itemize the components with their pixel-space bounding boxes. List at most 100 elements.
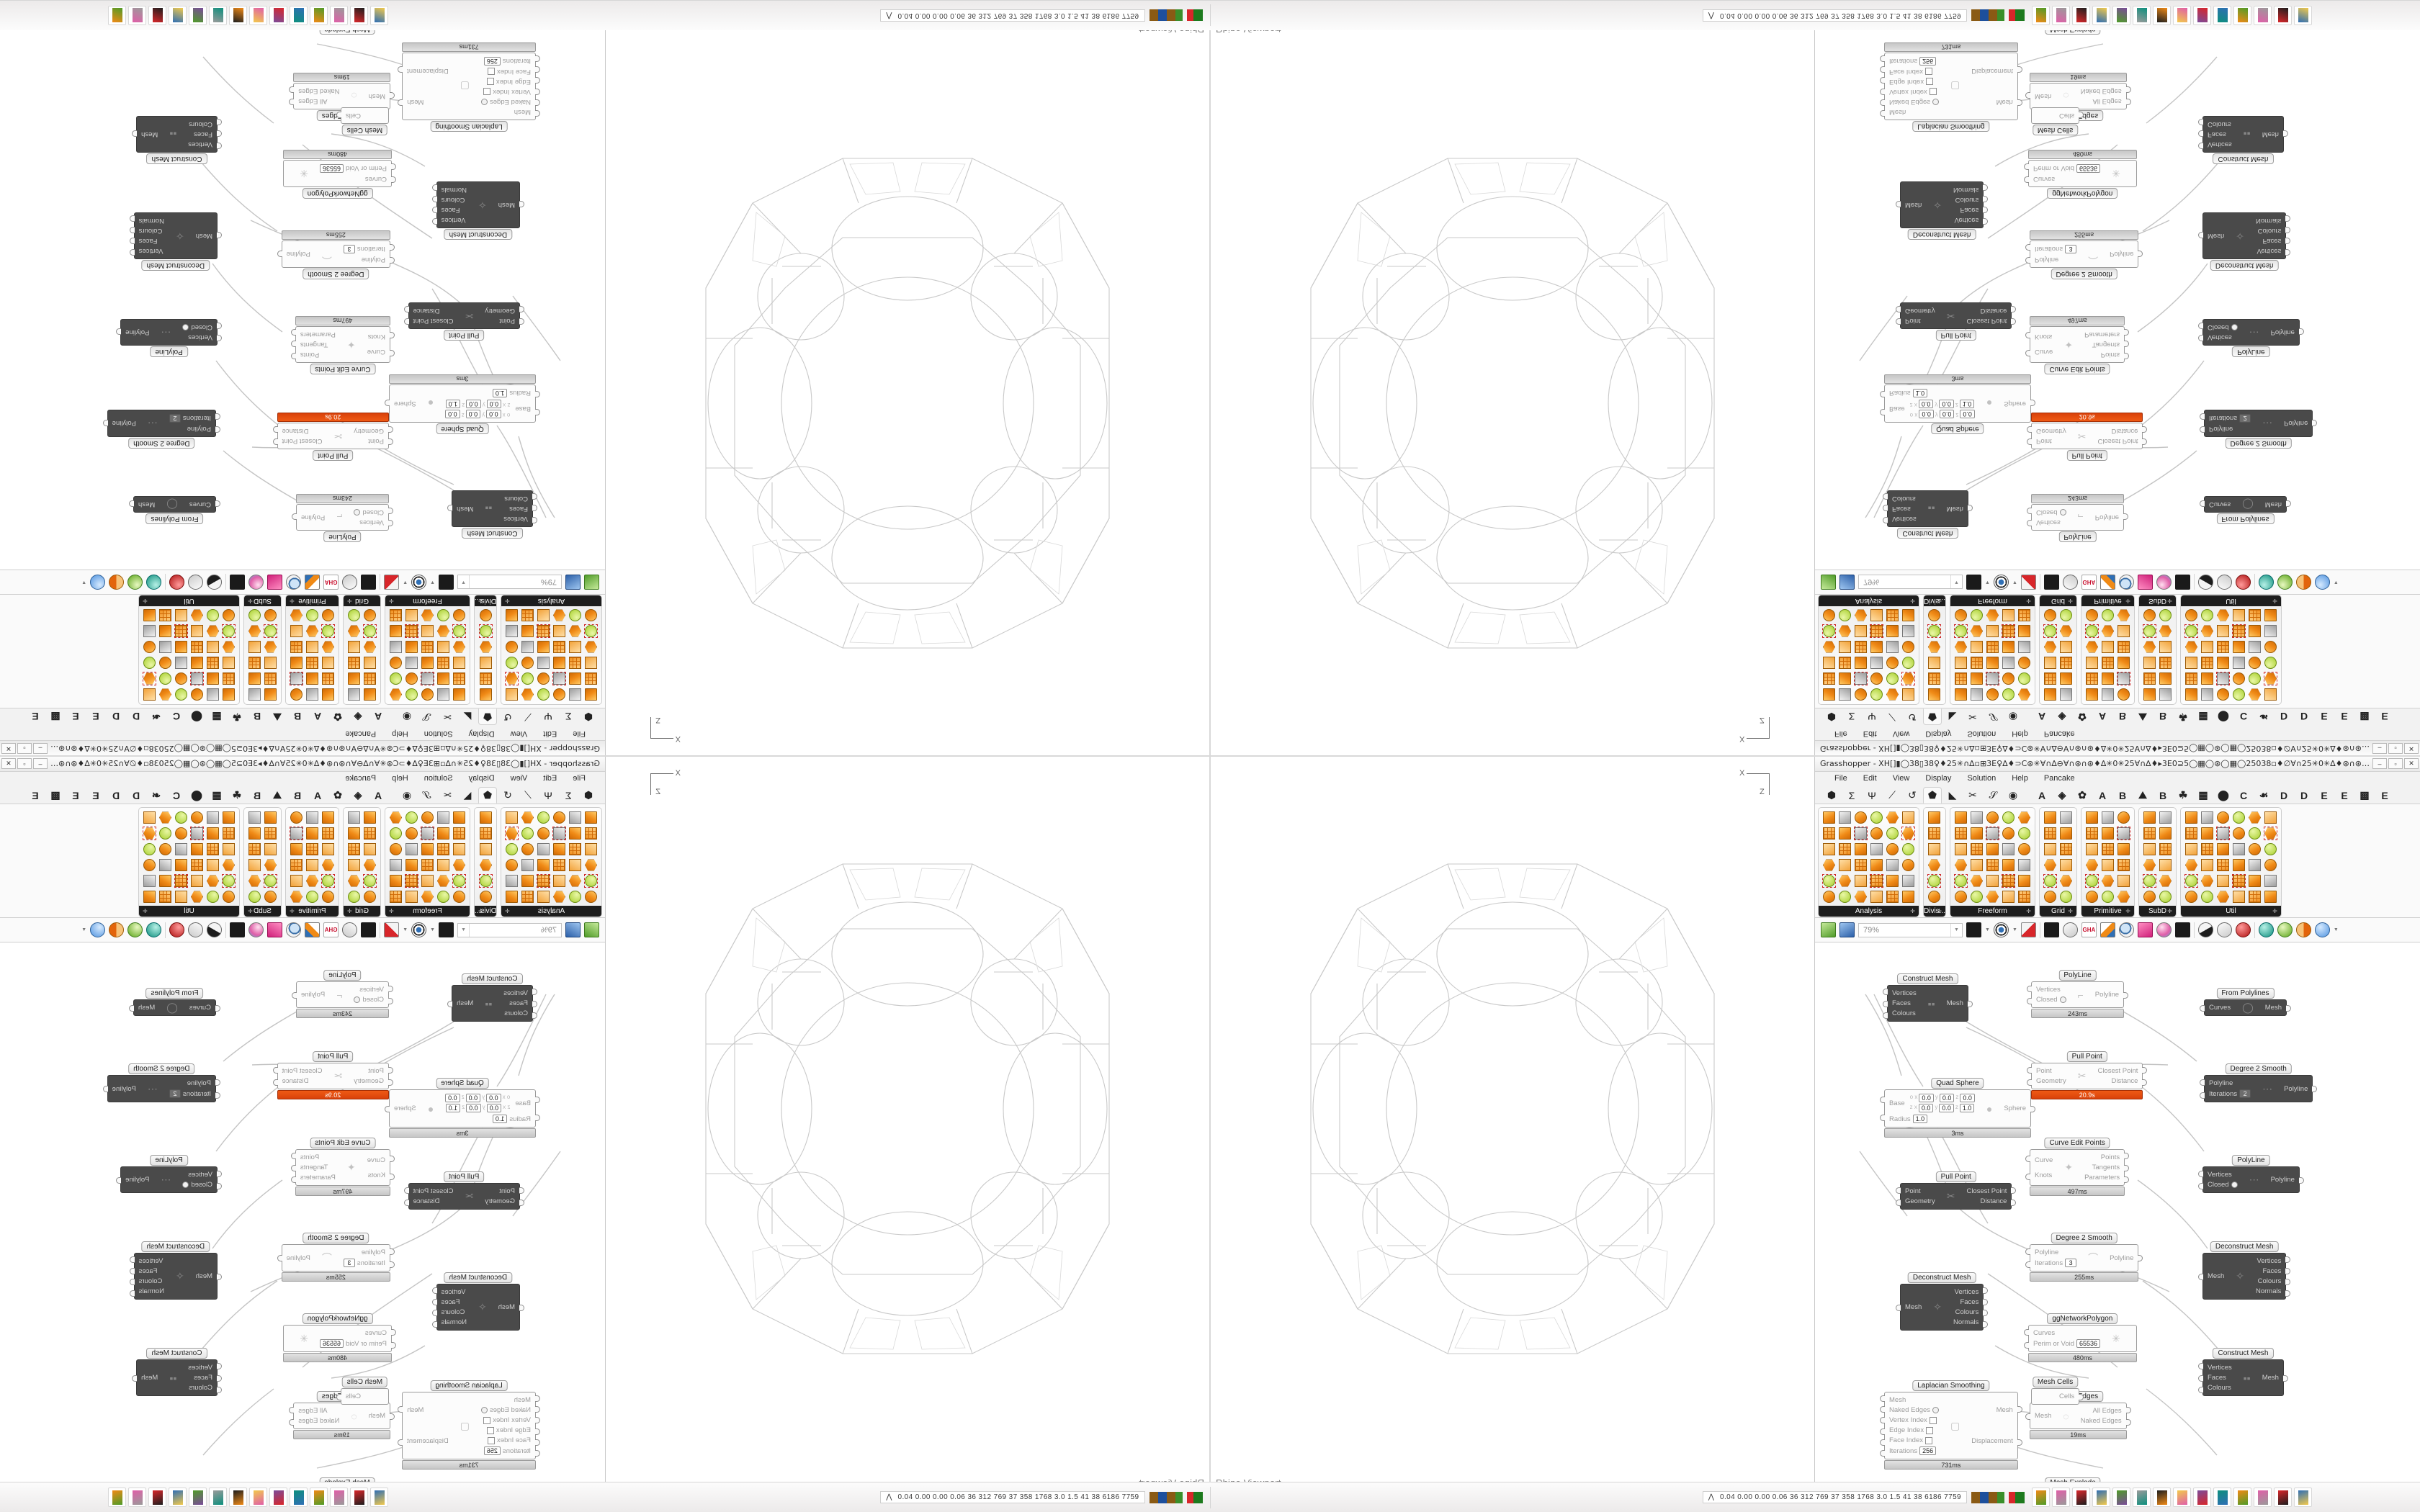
definition-canvas[interactable]: Construct Mesh Vertices Faces Colours ▪▪ Mesh…: [0, 17, 605, 570]
output-param[interactable]: Mesh: [2264, 500, 2282, 508]
tab-surface[interactable]: ⬟: [478, 787, 497, 804]
component-icon[interactable]: [552, 858, 567, 873]
component-title[interactable]: Quad Sphere: [436, 1078, 489, 1089]
port[interactable]: [1983, 1298, 1989, 1305]
gh-component-quad-sphere[interactable]: Quad Sphere Base o x 0.0 y 0.0 z 0.0 z x 0.0 y 0.0 z…: [385, 1076, 540, 1138]
component-title[interactable]: Construct Mesh: [1897, 528, 1958, 539]
component-body[interactable]: Mesh Naked Edges Vertex Index Edge Index Fac…: [1880, 1392, 2022, 1459]
component-icon[interactable]: [205, 842, 220, 857]
output-param[interactable]: Polyline: [112, 419, 136, 428]
tab-extra-a[interactable]: A: [2038, 789, 2046, 801]
shade-ghost-icon[interactable]: [188, 922, 204, 937]
tab-sets[interactable]: Ψ: [1868, 711, 1876, 723]
taskbar-app-icon[interactable]: [2072, 6, 2090, 25]
output-param[interactable]: Mesh: [2262, 1374, 2279, 1382]
output-ports[interactable]: [1967, 986, 1973, 1021]
port[interactable]: [2198, 1170, 2203, 1177]
pin-icon[interactable]: ✛: [2125, 908, 2130, 914]
component-icon[interactable]: [1869, 639, 1884, 654]
port[interactable]: [1983, 218, 1989, 225]
component-icon[interactable]: [504, 873, 519, 888]
port[interactable]: [388, 438, 393, 446]
output-param[interactable]: Polyline: [286, 1254, 310, 1262]
gh-component-degree-2-smooth-1[interactable]: Degree 2 Smooth Polyline Iterations 3 ⌒ Polyl…: [277, 1230, 395, 1282]
tab-extra-d[interactable]: D: [2280, 789, 2288, 801]
component-icon[interactable]: [221, 639, 236, 654]
tab-extra-a3[interactable]: ✿: [333, 789, 342, 801]
input-param[interactable]: Point: [2036, 1067, 2066, 1075]
component-icon[interactable]: [520, 624, 535, 639]
component-icon[interactable]: [2017, 826, 2032, 841]
maximize-button[interactable]: ▫: [17, 743, 32, 754]
gh-component-gg-network-polygon[interactable]: ggNetworkPolygon Curves Perim or Void 65536…: [283, 1311, 396, 1362]
component-icon[interactable]: [1927, 858, 1942, 873]
component-icon[interactable]: [1853, 858, 1868, 873]
component-body[interactable]: Vertices Closed ⋯ Polyline: [2198, 1166, 2304, 1193]
component-icon[interactable]: [420, 810, 435, 825]
component-icon[interactable]: [583, 826, 599, 841]
component-icon[interactable]: [2263, 624, 2278, 639]
port[interactable]: [2027, 520, 2032, 527]
taskbar-app-icon[interactable]: [310, 6, 328, 25]
input-param[interactable]: Faces: [2208, 1374, 2232, 1382]
port[interactable]: [390, 349, 395, 356]
component-icon[interactable]: [1953, 671, 1968, 686]
component-body[interactable]: Curves Perim or Void 65536 ✳: [283, 1325, 396, 1352]
component-icon[interactable]: [1853, 842, 1868, 857]
component-icon[interactable]: [305, 858, 320, 873]
gh-component-deconstruct-mesh-1[interactable]: Deconstruct Mesh Mesh ✧ Vertices Faces Colour…: [431, 1270, 524, 1331]
port[interactable]: [2138, 251, 2143, 257]
input-param[interactable]: Faces: [1892, 505, 1917, 513]
menu-pancake[interactable]: Pancake: [2043, 774, 2075, 783]
boolean-toggle[interactable]: [182, 324, 189, 330]
zaxis-z-field[interactable]: 1.0: [1959, 400, 1975, 408]
port[interactable]: [2124, 1176, 2130, 1183]
tab-extra-c[interactable]: ⬤: [191, 711, 202, 723]
threads-icon[interactable]: [2174, 922, 2190, 937]
port[interactable]: [2017, 99, 2022, 106]
gh-component-deconstruct-mesh-1[interactable]: Deconstruct Mesh Mesh ✧ Vertices Faces Colour…: [431, 181, 524, 242]
gh-component-construct-mesh-2[interactable]: Construct Mesh Vertices Faces Colours ▪▪ Mesh: [132, 116, 222, 166]
input-ports[interactable]: [2025, 84, 2030, 109]
gh-component-degree-2-smooth-2[interactable]: Degree 2 Smooth Polyline Iterations 2 ⋯ Polyl…: [2200, 410, 2318, 451]
output-param[interactable]: Points: [300, 351, 320, 359]
output-ports[interactable]: [290, 1150, 296, 1185]
origin-z-field[interactable]: 0.0: [1960, 410, 1975, 418]
boolean-toggle[interactable]: [480, 1407, 488, 1413]
close-button[interactable]: ✕: [2404, 743, 2419, 754]
component-icon[interactable]: [1885, 889, 1900, 904]
input-ports[interactable]: [2200, 497, 2205, 512]
output-param[interactable]: Polyline: [2270, 328, 2295, 336]
component-icon[interactable]: [362, 655, 377, 670]
color-green-icon[interactable]: [2277, 922, 2293, 937]
input-param[interactable]: Perim or Void 65536: [319, 164, 387, 173]
component-icon[interactable]: [2100, 608, 2115, 623]
iterations-field[interactable]: 3: [2065, 1259, 2077, 1267]
ribbon-group-freeform[interactable]: Freeform ✛: [1950, 595, 2035, 705]
component-icon[interactable]: [536, 639, 551, 654]
component-icon[interactable]: [388, 608, 403, 623]
component-icon[interactable]: [2001, 810, 2016, 825]
output-param[interactable]: Cells: [345, 1392, 361, 1400]
gh-component-polyline-1[interactable]: PolyLine Vertices Closed ⌐ Polyline 243ms: [2027, 968, 2129, 1018]
input-param[interactable]: Mesh: [498, 1303, 515, 1311]
port[interactable]: [535, 77, 540, 84]
component-icon[interactable]: [2058, 873, 2074, 888]
tab-extra-d2[interactable]: D: [2300, 711, 2308, 723]
port[interactable]: [217, 1273, 222, 1280]
component-icon[interactable]: [174, 608, 189, 623]
port[interactable]: [1983, 1287, 1989, 1294]
ribbon-group-label[interactable]: Util ✛: [139, 906, 239, 917]
input-param[interactable]: Base o x 0.0 y 0.0 z 0.0 z x 0.0 y 0.0 z 1.0: [445, 400, 531, 418]
component-tab-strip[interactable]: ⬢ Σ Ψ ⟋ ↺ ⬟ ◣ ✂ 𝒮 ◉ A ◈ ✿ A B ⛰ B ☘ ▦ ⬤ C ☙ D D E E ▩ E: [0, 708, 605, 727]
output-param[interactable]: Faces: [441, 206, 460, 214]
component-icon[interactable]: [388, 826, 403, 841]
input-param[interactable]: Polyline: [344, 1248, 385, 1256]
output-ports[interactable]: [2285, 213, 2291, 258]
component-icon[interactable]: [388, 810, 403, 825]
port[interactable]: [129, 1290, 135, 1297]
component-icon[interactable]: [1953, 639, 1968, 654]
component-icon[interactable]: [2017, 687, 2032, 702]
component-icon[interactable]: [1869, 671, 1884, 686]
port[interactable]: [1880, 1417, 1885, 1424]
